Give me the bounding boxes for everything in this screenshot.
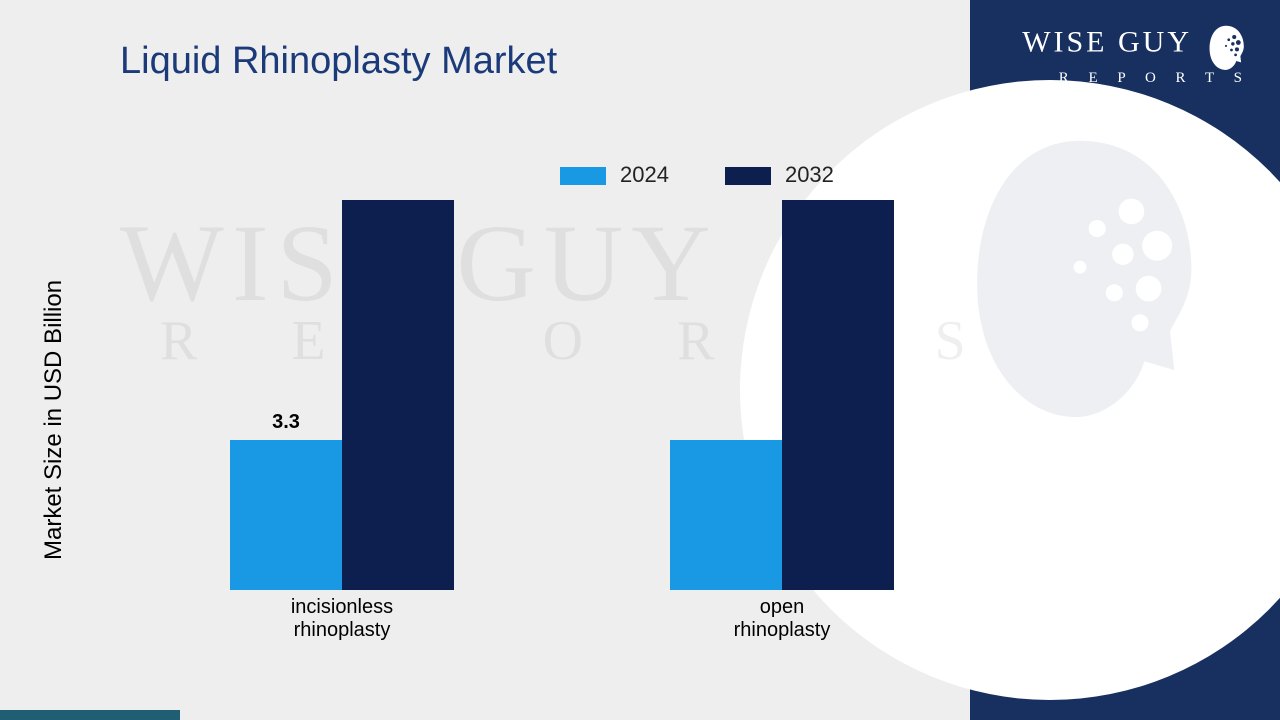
legend-swatch-2024 [560, 167, 606, 185]
bar-value-label: 3.3 [246, 411, 326, 434]
bar-2032 [342, 200, 454, 590]
brand-logo: WISE GUY R E P O R T S [1022, 24, 1250, 87]
footer-accent-bar [0, 710, 180, 720]
legend-item-2024: 2024 [560, 162, 669, 188]
bar-2024 [670, 440, 782, 590]
plot-area: 3.3incisionlessrhinoplastyopenrhinoplast… [110, 200, 980, 630]
category-label: incisionlessrhinoplasty [212, 596, 472, 642]
category-label: openrhinoplasty [652, 596, 912, 642]
legend-item-2032: 2032 [725, 162, 834, 188]
bar-2024 [230, 440, 342, 590]
y-axis-label: Market Size in USD Billion [40, 280, 68, 560]
bar-2032 [782, 200, 894, 590]
legend-swatch-2032 [725, 167, 771, 185]
brand-line2: R E P O R T S [1022, 70, 1250, 87]
brand-head-icon [1202, 24, 1250, 72]
legend: 2024 2032 [560, 162, 834, 188]
chart-canvas: WISE GUY R E P O R T S WISE GUY R E P O … [0, 0, 1280, 720]
brand-line1: WISE GUY [1022, 26, 1192, 59]
watermark-head-icon [950, 130, 1210, 430]
chart-title: Liquid Rhinoplasty Market [120, 40, 557, 83]
